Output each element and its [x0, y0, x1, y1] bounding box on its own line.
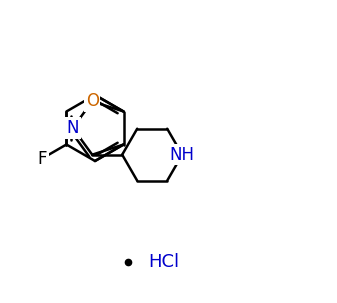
Text: F: F	[37, 149, 47, 168]
Text: O: O	[86, 92, 99, 110]
Text: N: N	[66, 119, 79, 137]
Text: NH: NH	[170, 146, 195, 164]
Text: HCl: HCl	[148, 253, 179, 271]
